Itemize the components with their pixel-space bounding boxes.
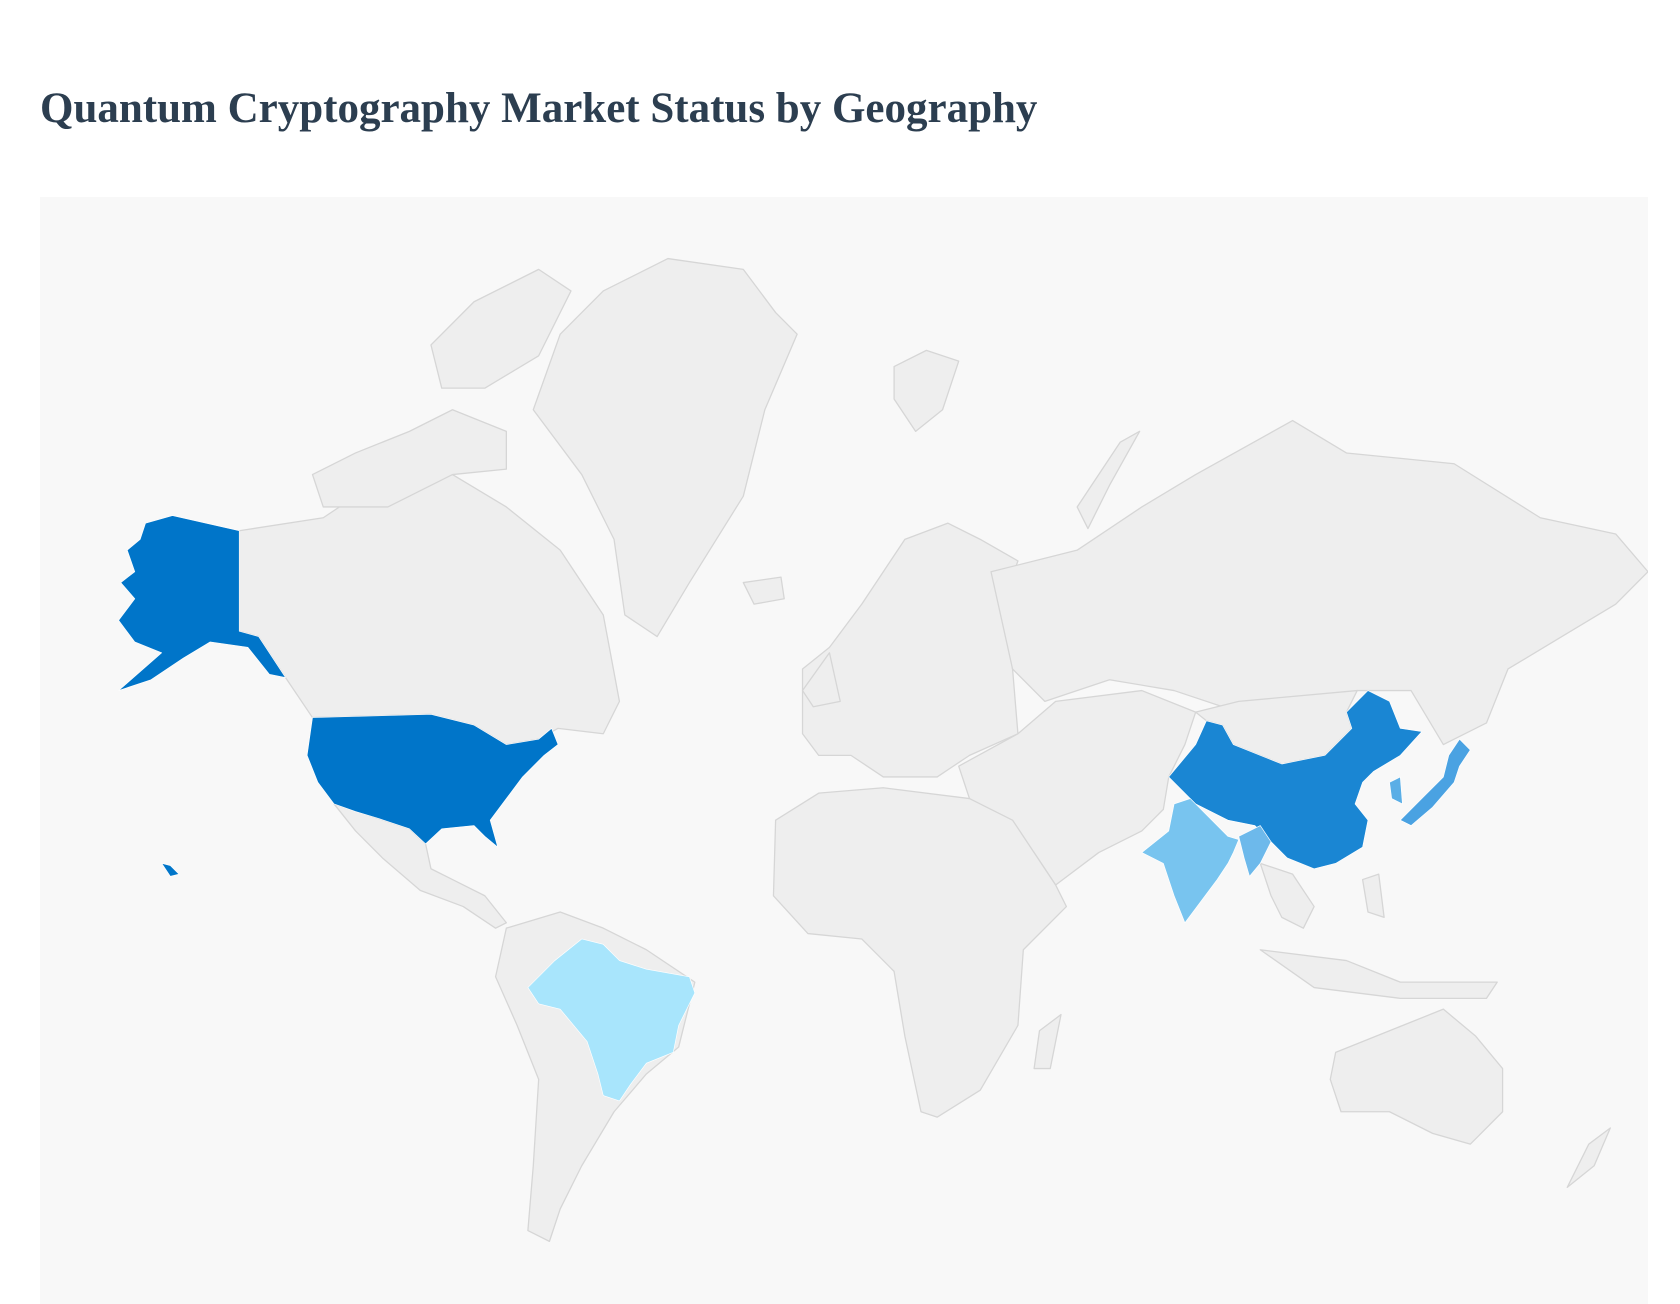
indonesia-islands — [1259, 949, 1498, 1000]
country-iceland[interactable] — [742, 576, 785, 605]
page-title: Quantum Cryptography Market Status by Ge… — [40, 85, 1038, 132]
country-uk[interactable] — [801, 652, 841, 708]
country-greenland[interactable] — [532, 257, 798, 638]
country-usa-hawaii[interactable] — [161, 863, 180, 877]
arctic-islands-north — [430, 268, 572, 389]
africa — [772, 787, 1068, 1118]
country-brazil[interactable] — [527, 938, 696, 1102]
country-myanmar[interactable] — [1238, 825, 1272, 877]
country-india[interactable] — [1141, 798, 1240, 924]
country-south-korea[interactable] — [1389, 776, 1403, 805]
country-usa-alaska[interactable] — [118, 515, 286, 691]
philippines — [1361, 873, 1385, 919]
novaya-zemlya — [1076, 430, 1141, 530]
country-australia[interactable] — [1329, 1008, 1504, 1145]
country-madagascar[interactable] — [1033, 1013, 1062, 1070]
world-map — [40, 197, 1648, 1304]
arctic-islands — [311, 409, 507, 508]
country-japan[interactable] — [1399, 738, 1471, 826]
map-svg — [118, 257, 1648, 1243]
svalbard — [893, 349, 960, 433]
europe — [801, 522, 1019, 778]
country-usa[interactable] — [306, 713, 559, 848]
country-new-zealand[interactable] — [1566, 1127, 1611, 1189]
country-russia[interactable] — [990, 419, 1648, 746]
country-canada[interactable] — [238, 473, 621, 746]
country-china[interactable] — [1168, 690, 1423, 870]
southeast-asia — [1259, 862, 1315, 929]
